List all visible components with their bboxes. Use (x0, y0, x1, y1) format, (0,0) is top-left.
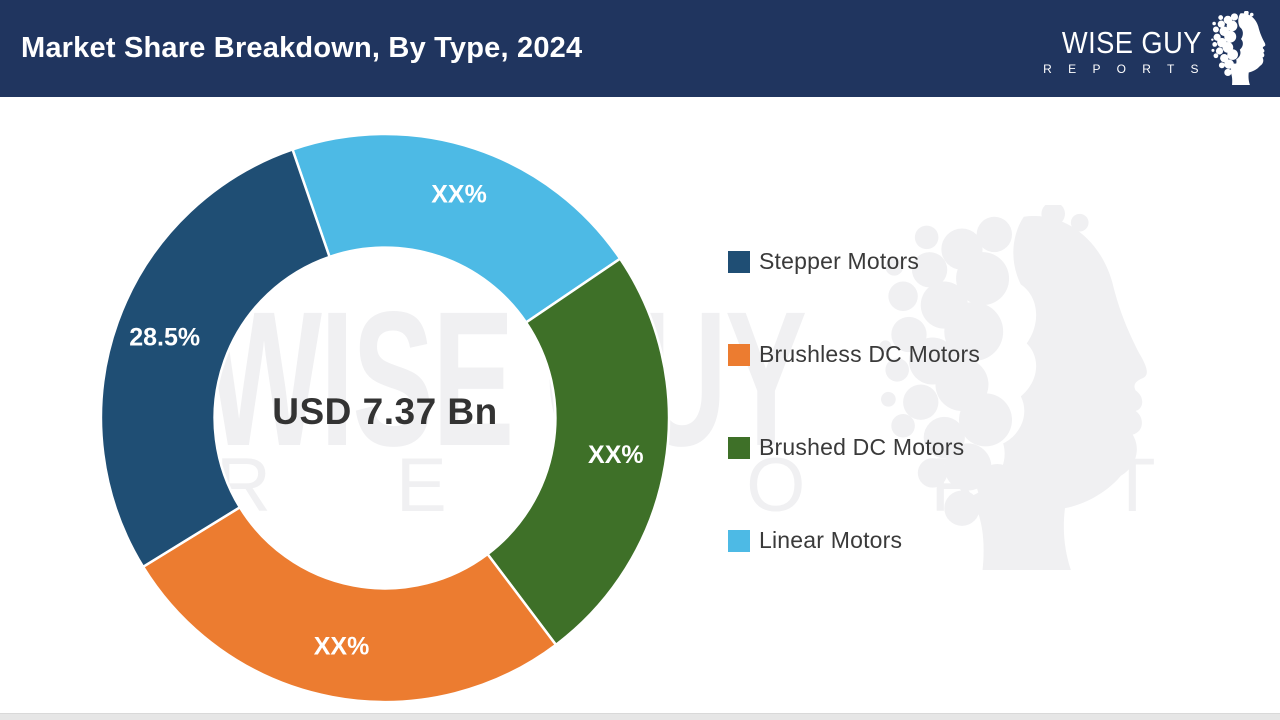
logo-reports-text: R E P O R T S (1043, 62, 1205, 76)
segment-label-brushless-dc-motors: XX% (314, 633, 370, 661)
donut-segment-brushed-dc-motors (485, 256, 671, 647)
wise-guy-reports-logo: WISE GUY R E P O R T S (1039, 6, 1270, 90)
legend-item-brushless-dc-motors: Brushless DC Motors (728, 341, 980, 368)
bottom-divider-bar (0, 713, 1280, 720)
donut-segment-stepper-motors (99, 147, 332, 569)
legend-swatch-stepper-motors (728, 250, 750, 273)
legend-label: Brushed DC Motors (759, 434, 965, 460)
donut-chart: XX% XX% XX% 28.5% (85, 118, 685, 718)
logo-text: WISE GUY R E P O R T S (1039, 27, 1205, 75)
watermark-wordmark: WISE GUY (206, 271, 807, 486)
segment-label-brushed-dc-motors: XX% (588, 441, 644, 469)
header-bar: Market Share Breakdown, By Type, 2024 WI… (0, 0, 1280, 97)
legend-swatch-linear-motors (728, 529, 750, 552)
legend-item-stepper-motors: Stepper Motors (728, 248, 980, 275)
logo-wordmark: WISE GUY (1062, 25, 1202, 60)
legend-item-linear-motors: Linear Motors (728, 527, 980, 554)
segment-label-stepper-motors: 28.5% (129, 324, 200, 352)
legend-item-brushed-dc-motors: Brushed DC Motors (728, 434, 980, 461)
legend-swatch-brushless-dc-motors (728, 343, 750, 366)
donut-segment-linear-motors (290, 132, 622, 325)
legend-label: Brushless DC Motors (759, 341, 981, 367)
legend-label: Linear Motors (759, 527, 903, 553)
chart-center-value: USD 7.37 Bn (272, 391, 498, 432)
legend-label: Stepper Motors (759, 248, 920, 274)
segment-label-linear-motors: XX% (431, 181, 487, 209)
logo-head-profile-icon (1211, 11, 1266, 85)
donut-segment-brushless-dc-motors (141, 505, 558, 704)
legend-swatch-brushed-dc-motors (728, 436, 750, 459)
page-title: Market Share Breakdown, By Type, 2024 (21, 32, 583, 64)
chart-legend: Stepper Motors Brushless DC Motors Brush… (728, 248, 980, 554)
